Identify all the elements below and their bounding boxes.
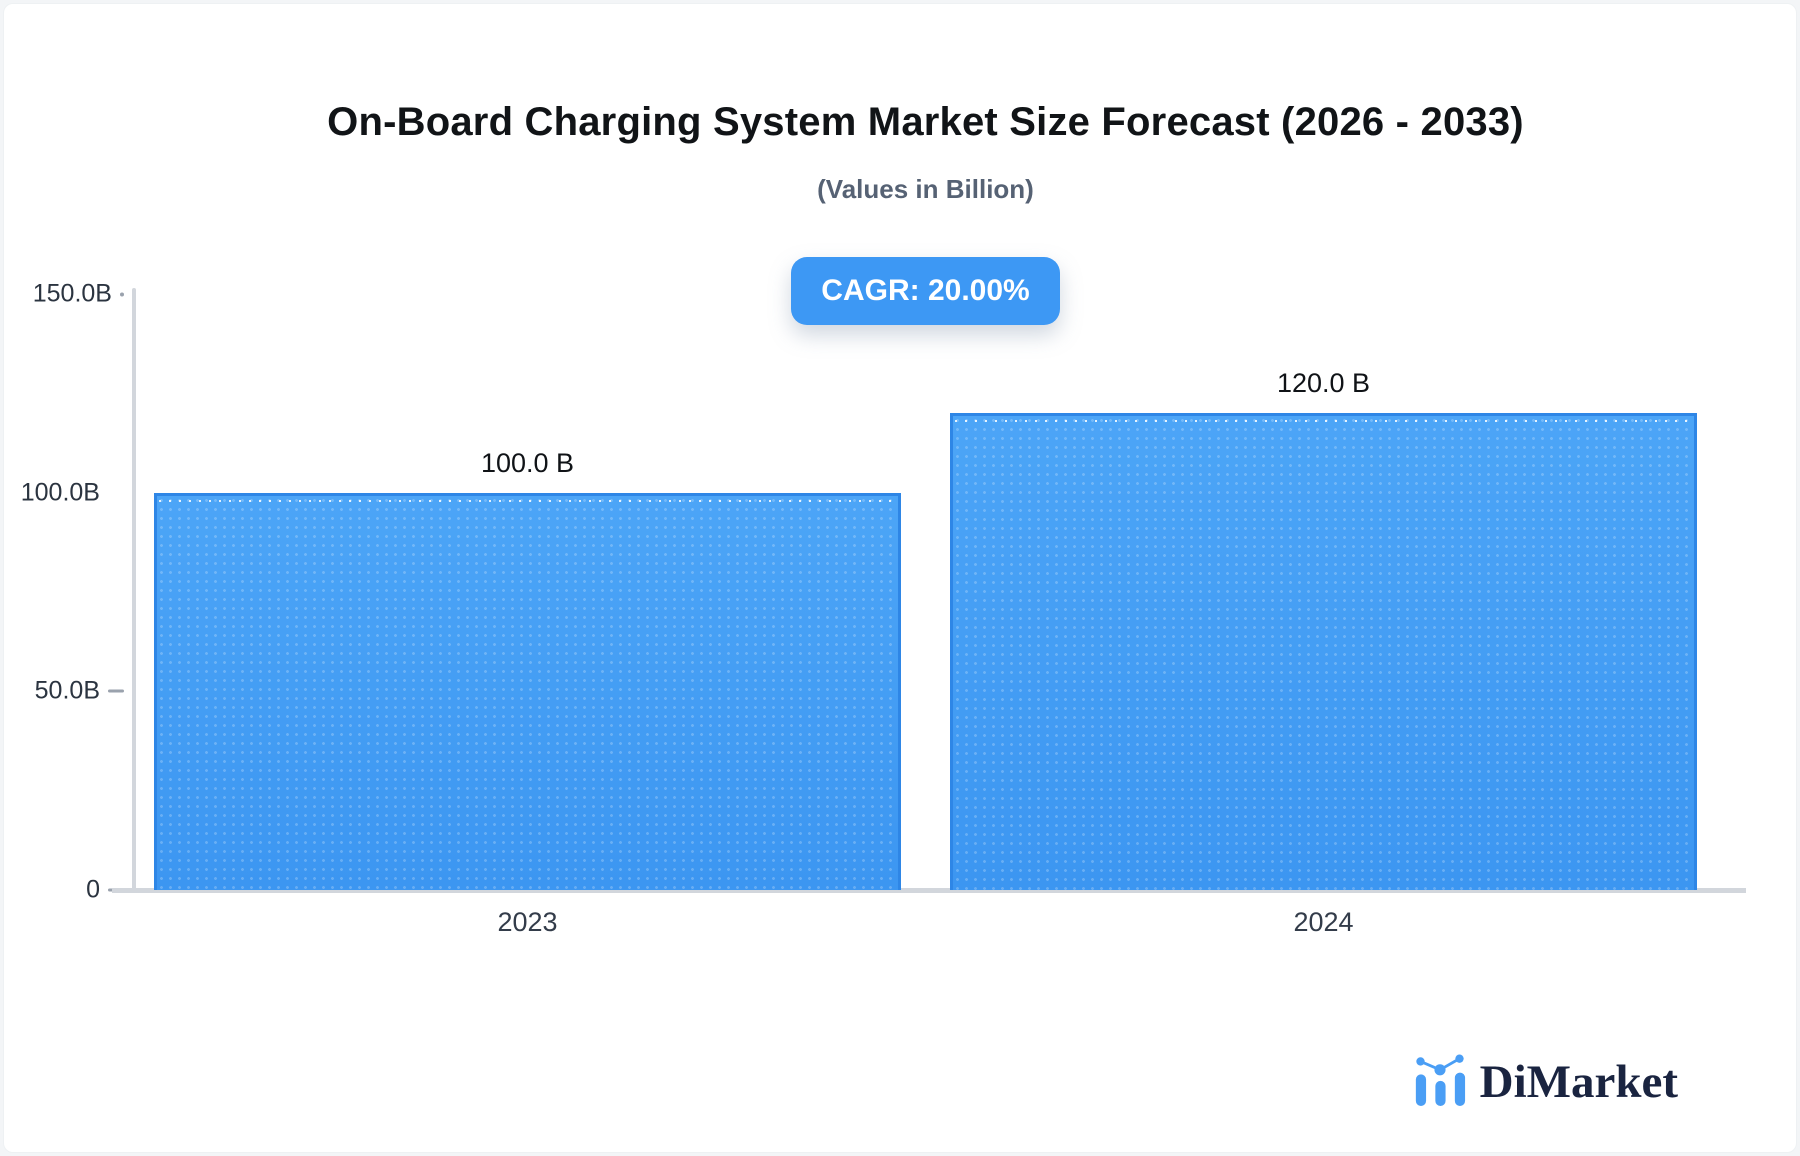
y-tick-100: 100.0B (4, 478, 134, 507)
y-tick-label: 0 (86, 875, 100, 904)
logo-text: DiMarket (1479, 1056, 1678, 1108)
chart-subtitle: (Values in Billion) (817, 174, 1034, 204)
chart-title: On-Board Charging System Market Size For… (327, 100, 1524, 144)
y-tick-label: 150.0B (32, 279, 112, 308)
dimarket-logo: DiMarket (1412, 1054, 1678, 1106)
bar-value-label: 100.0 B (480, 447, 575, 478)
bar-column-2024: 120.0 B (950, 294, 1697, 890)
cagr-badge-wrap: CAGR: 20.00% (154, 257, 1697, 325)
y-tick-50: 50.0B (4, 677, 134, 706)
y-axis-line (132, 288, 136, 890)
y-tick-label: 50.0B (34, 676, 100, 705)
bar-line-chart-icon (1415, 1054, 1465, 1106)
bar-2024 (950, 413, 1697, 890)
tick-mark-icon (108, 689, 124, 693)
x-axis-labels: 2023 2024 (154, 907, 1697, 938)
tick-mark-icon (120, 292, 124, 296)
bar-value-label: 120.0 B (1276, 368, 1371, 399)
bar-2023 (154, 492, 901, 890)
x-label-2023: 2023 (497, 907, 558, 937)
bar-column-2023: 100.0 B (154, 294, 901, 890)
chart-card: On-Board Charging System Market Size For… (3, 3, 1797, 1153)
x-label-2024: 2024 (1293, 907, 1354, 937)
plot-area: 100.0 B 120.0 B (154, 294, 1697, 890)
y-tick-label: 100.0B (20, 478, 100, 507)
cagr-badge: CAGR: 20.00% (791, 257, 1060, 325)
y-tick-150: 150.0B (4, 280, 134, 309)
x-axis-line (112, 888, 1746, 893)
y-axis-ticks: 150.0B 100.0B 50.0B 0 (4, 280, 134, 904)
